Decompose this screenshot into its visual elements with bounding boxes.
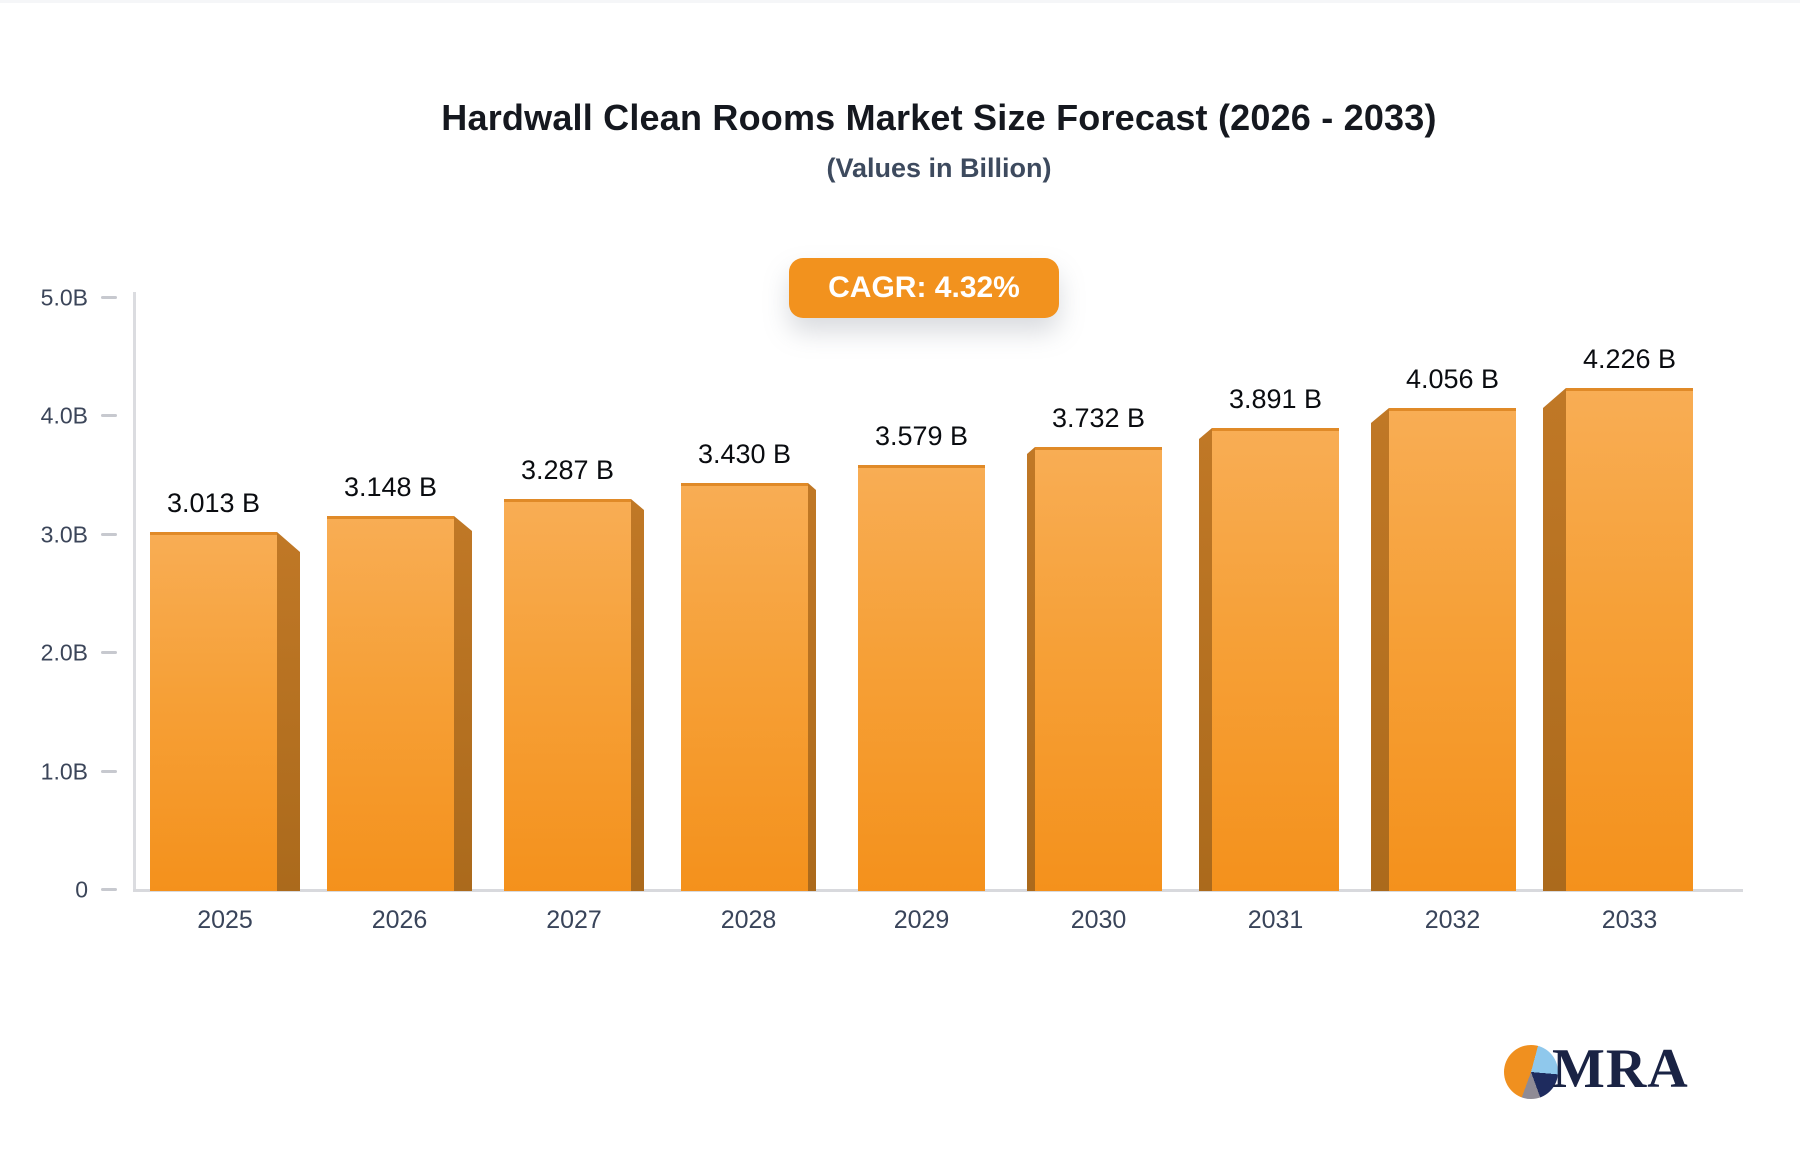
y-axis-tick-label: 0: [75, 876, 88, 903]
x-axis-category-label: 2030: [1070, 906, 1127, 934]
bar-2025[interactable]: [150, 532, 277, 891]
y-axis-tick-label: 3.0B: [40, 521, 88, 547]
x-axis-category-label: 2029: [893, 906, 950, 934]
bar-2027[interactable]: [504, 499, 631, 891]
chart-title: Hardwall Clean Rooms Market Size Forecas…: [441, 97, 1437, 138]
chart-subtitle: (Values in Billion): [826, 153, 1052, 183]
bar-3d-side: [1027, 447, 1035, 891]
y-axis-tick: [101, 414, 117, 417]
bar-value-label: 3.287 B: [520, 455, 615, 485]
bar-3d-side: [454, 516, 472, 891]
x-axis-category-label: 2031: [1247, 906, 1304, 934]
bar-value-label: 3.013 B: [166, 488, 261, 518]
x-axis-category-label: 2028: [720, 906, 777, 934]
y-axis-tick-label: 2.0B: [40, 639, 88, 666]
bar-value-label: 3.732 B: [1051, 403, 1146, 433]
bar-value-label: 4.226 B: [1582, 344, 1677, 374]
x-axis-category-label: 2026: [371, 906, 428, 934]
brand-logo: MRA: [1504, 1039, 1689, 1099]
x-axis-category-label: 2032: [1424, 906, 1481, 934]
cagr-badge: CAGR: 4.32%: [789, 258, 1059, 318]
bar-2033[interactable]: [1566, 388, 1693, 891]
bar-value-label: 3.430 B: [697, 439, 792, 469]
bar-3d-side: [1371, 408, 1389, 891]
bar-2030[interactable]: [1035, 447, 1162, 891]
y-axis-tick-label: 5.0B: [40, 284, 88, 310]
y-axis-tick: [101, 769, 117, 773]
y-axis-tick: [101, 888, 117, 891]
bar-value-label: 3.891 B: [1228, 384, 1323, 414]
bar-3d-side: [631, 499, 644, 891]
y-axis-tick: [101, 651, 117, 654]
bar-3d-side: [277, 532, 300, 891]
bar-3d-side: [1199, 428, 1212, 891]
bar-2029[interactable]: [858, 465, 985, 891]
y-axis-tick-label: 1.0B: [40, 758, 88, 784]
pie-chart-logo-icon: [1504, 1045, 1558, 1099]
y-axis-tick: [101, 295, 117, 299]
brand-logo-text: MRA: [1552, 1038, 1689, 1100]
bar-2031[interactable]: [1212, 428, 1339, 891]
bar-value-label: 3.579 B: [874, 421, 969, 451]
bar-2032[interactable]: [1389, 408, 1516, 891]
bar-3d-side: [808, 483, 816, 891]
x-axis-category-label: 2025: [197, 906, 253, 934]
bar-value-label: 4.056 B: [1405, 364, 1500, 394]
bar-2026[interactable]: [327, 516, 454, 891]
bar-value-label: 3.148 B: [343, 472, 438, 502]
cagr-badge-label: CAGR: 4.32%: [828, 271, 1020, 304]
bar-2028[interactable]: [681, 483, 808, 891]
x-axis-category-label: 2033: [1601, 906, 1658, 934]
x-axis-category-label: 2027: [546, 906, 602, 934]
y-axis-tick-label: 4.0B: [40, 402, 88, 429]
y-axis-tick: [101, 532, 117, 536]
bar-3d-side: [1543, 388, 1566, 891]
y-axis-line: [133, 291, 136, 889]
